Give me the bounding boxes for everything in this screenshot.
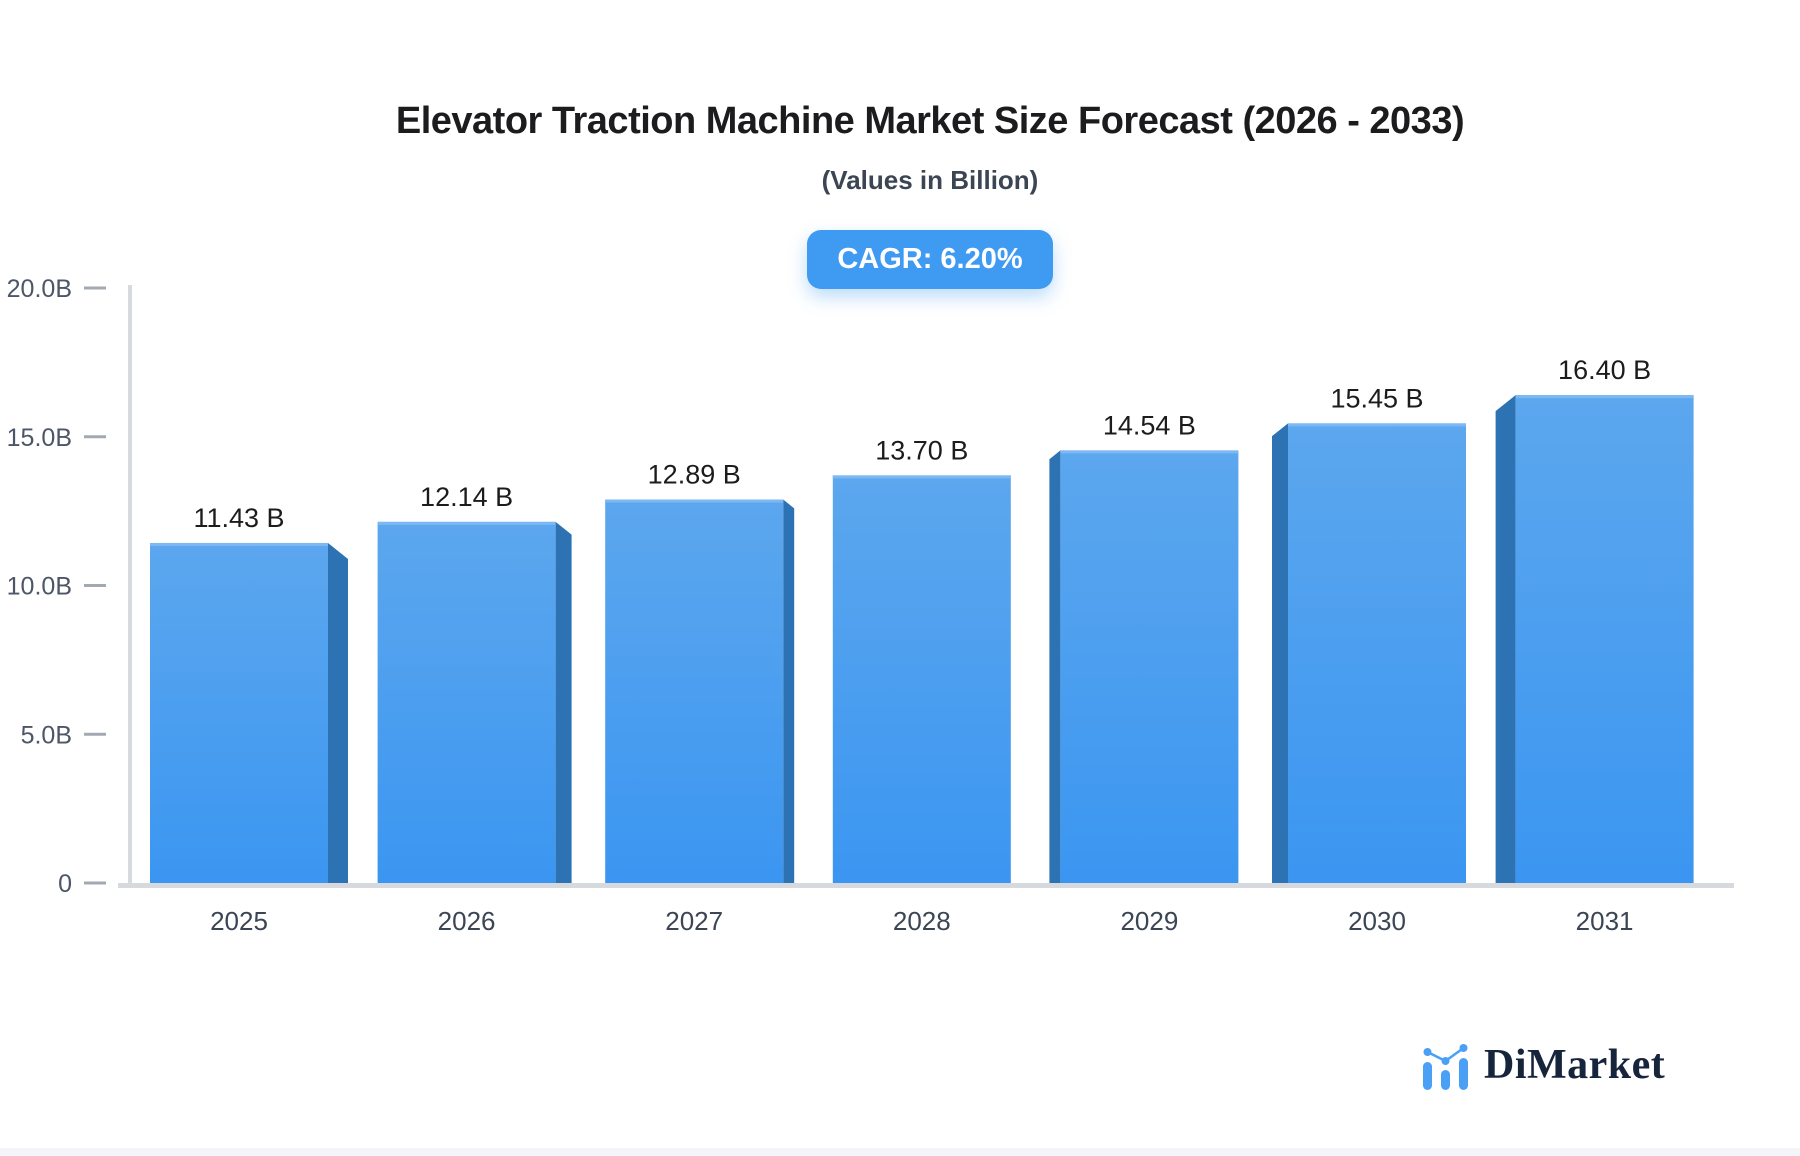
y-tick-dash [84,286,106,290]
bar-side-face [555,521,572,883]
chart-header: Elevator Traction Machine Market Size Fo… [0,0,1800,289]
x-tick-label: 2028 [893,906,951,936]
x-tick-label: 2025 [210,906,268,936]
y-tick-label: 20.0B [7,275,72,303]
bar-2031 [1495,395,1694,883]
cagr-badge: CAGR: 6.20% [807,230,1053,289]
bar-side-face [783,499,795,883]
bar-value-label: 15.45 B [1330,383,1423,413]
bar-front-face [1515,395,1694,883]
y-tick-label: 5.0B [21,721,72,749]
y-tick-dash [84,435,106,439]
bar-side-face [1049,450,1061,883]
bar-2025 [150,542,348,883]
bar-value-label: 13.70 B [875,435,968,465]
bar-front-face [150,542,328,883]
bar-2027 [605,499,795,883]
bar-front-face [832,475,1011,883]
bar-side-face [1495,395,1516,883]
bar-value-label: 14.54 B [1103,410,1196,440]
bar-value-label: 11.43 B [193,503,284,533]
bar-front-face [377,521,556,883]
bar-value-label: 12.14 B [420,482,513,512]
bar-2026 [377,521,572,883]
bar-2028 [832,475,1011,883]
bar-front-face [605,499,784,883]
bar-chart-sparkline-icon [1423,1044,1468,1090]
y-tick-dash [84,584,106,587]
bar-front-face [1288,423,1466,883]
x-tick-label: 2027 [665,906,723,936]
bar-value-label: 12.89 B [648,460,741,490]
bar-front-face [1060,450,1239,883]
x-tick-label: 2029 [1120,906,1178,936]
chart-subtitle: (Values in Billion) [821,165,1039,195]
page-bottom-strip [0,1148,1800,1156]
x-tick-label: 2026 [438,906,496,936]
chart-title: Elevator Traction Machine Market Size Fo… [395,100,1465,142]
y-tick-label: 15.0B [7,424,72,452]
y-axis-line [128,285,132,888]
y-tick-label: 10.0B [7,573,72,601]
x-axis-line [118,883,1734,888]
bar-value-label: 16.40 B [1558,355,1651,385]
x-tick-label: 2030 [1348,906,1406,936]
x-tick-label: 2031 [1576,906,1634,936]
bar-2029 [1049,450,1239,883]
y-tick-dash [84,881,106,885]
y-tick-label: 0 [58,870,72,898]
y-tick-dash [84,732,106,736]
logo-text: DiMarket [1484,1042,1666,1088]
bar-2030 [1272,423,1466,883]
dimarket-logo: DiMarket [1422,1040,1665,1090]
bar-side-face [1272,423,1288,883]
bar-side-face [328,542,348,883]
